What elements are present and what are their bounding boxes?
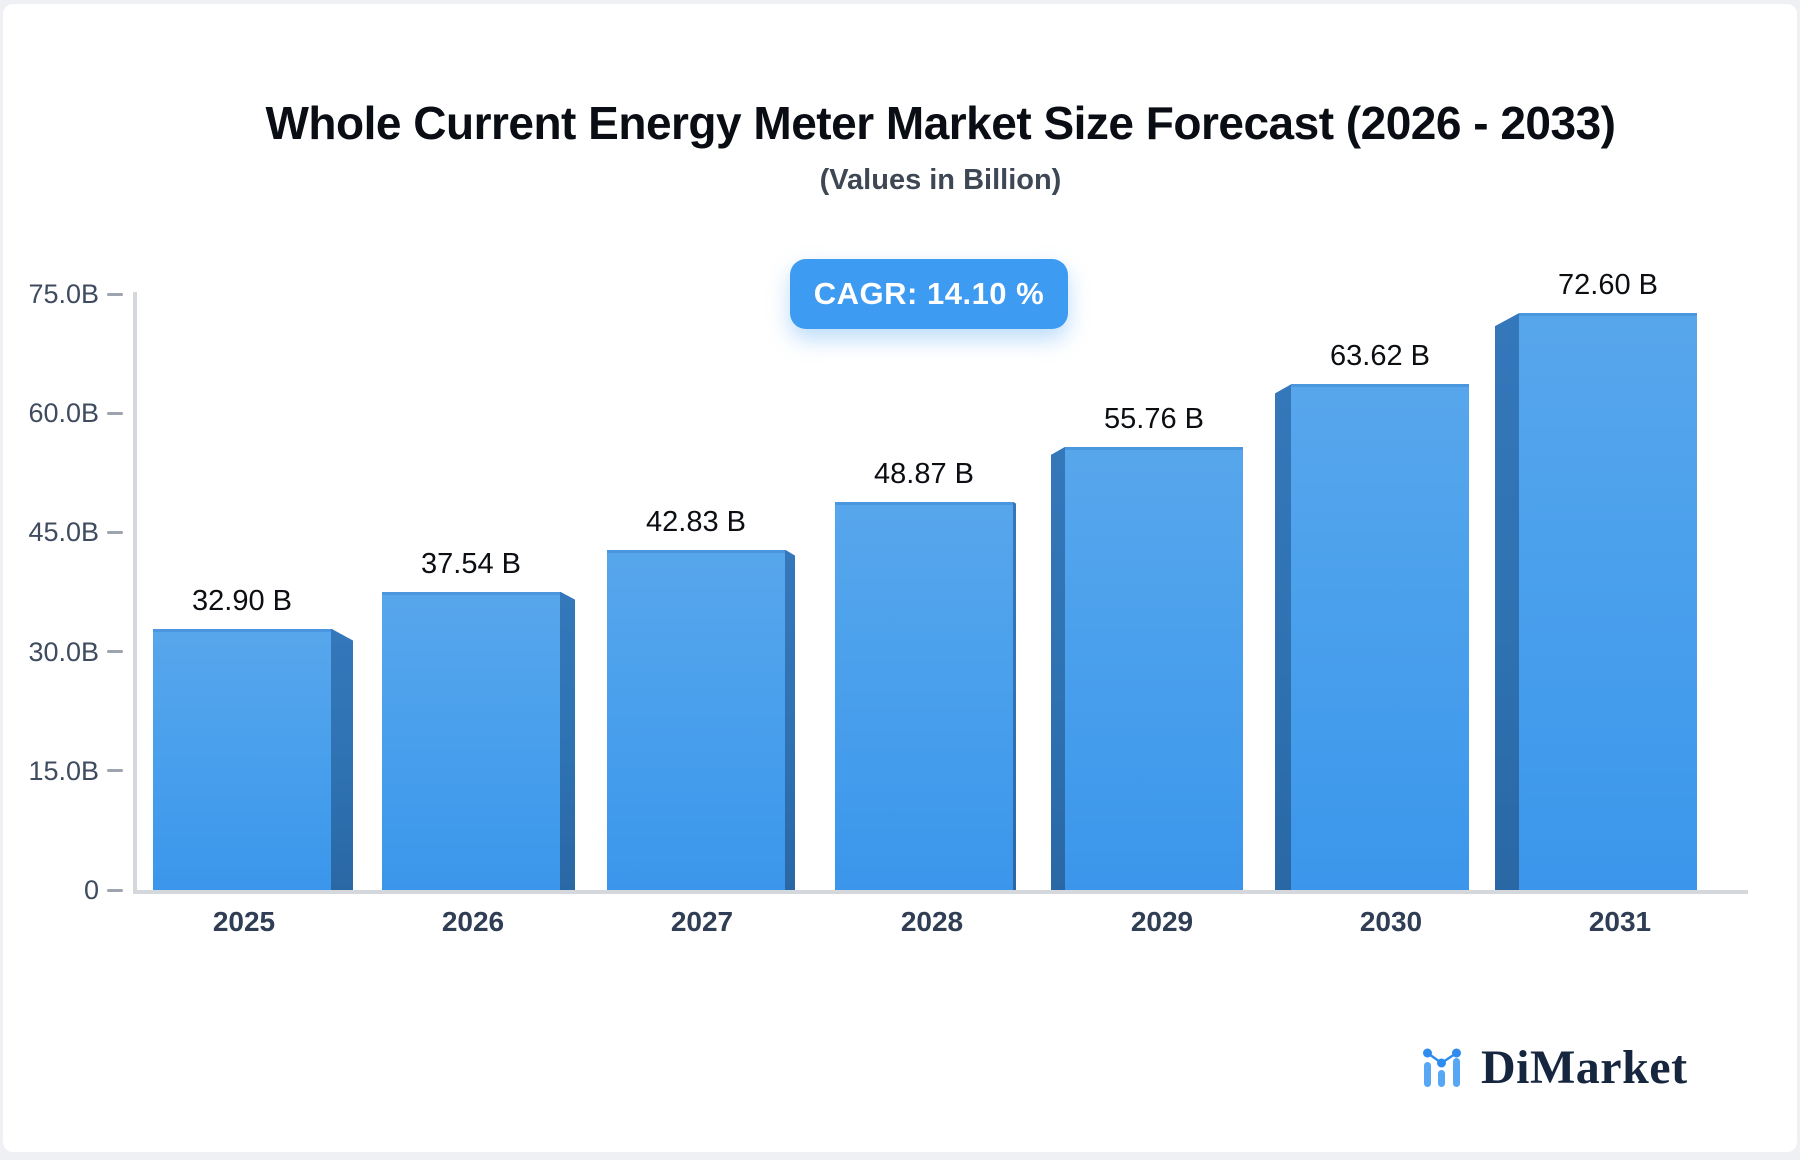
- chart-title: Whole Current Energy Meter Market Size F…: [265, 97, 1616, 149]
- y-axis-tick-mark: [107, 292, 123, 296]
- bar-2027: [607, 549, 795, 890]
- bar-side-face: [1275, 384, 1291, 890]
- chart-card: Whole Current Energy Meter Market Size F…: [3, 4, 1797, 1152]
- y-axis-tick-mark: [107, 769, 123, 773]
- x-axis-label-2030: 2030: [1359, 906, 1423, 937]
- bar-side-face: [1013, 501, 1016, 890]
- bar-face: [1291, 384, 1469, 890]
- bar-value-label: 32.90 B: [192, 584, 292, 617]
- bar-2029: [1051, 446, 1243, 890]
- bar-2025: [153, 628, 353, 890]
- bar-value-label: 48.87 B: [874, 457, 974, 490]
- cagr-badge-label: CAGR: 14.10 %: [813, 276, 1045, 311]
- x-axis-label-2026: 2026: [441, 906, 505, 937]
- bar-value-label: 72.60 B: [1558, 269, 1658, 302]
- dimarket-logo-text: DiMarket: [1481, 1041, 1688, 1094]
- bar-face: [607, 549, 785, 890]
- x-axis-label-2025: 2025: [212, 906, 276, 937]
- y-axis-tick-label: 60.0B: [28, 398, 99, 429]
- bar-value-label: 42.83 B: [646, 505, 746, 538]
- x-axis-label-2027: 2027: [670, 906, 734, 937]
- bar-side-face: [1495, 313, 1519, 890]
- bar-face: [153, 628, 331, 890]
- bar-2028: [835, 501, 1016, 890]
- y-axis-tick-label: 75.0B: [28, 279, 99, 309]
- y-axis-tick-label: 15.0B: [28, 755, 99, 786]
- bar-side-face: [1051, 446, 1065, 890]
- dimarket-logo-icon: [1423, 1048, 1461, 1087]
- x-axis-label-2031: 2031: [1588, 906, 1652, 937]
- bar-2026: [382, 591, 575, 890]
- bar-face: [382, 591, 560, 890]
- y-axis-tick-mark: [107, 888, 123, 892]
- chart-header: Whole Current Energy Meter Market Size F…: [133, 4, 1748, 196]
- x-axis-label-2028: 2028: [900, 906, 964, 937]
- bar-value-label: 55.76 B: [1104, 402, 1204, 435]
- y-axis-tick-mark: [107, 411, 123, 415]
- bar-side-face: [560, 591, 575, 890]
- y-axis-tick-mark: [107, 650, 123, 654]
- bar-value-label: 37.54 B: [421, 547, 521, 580]
- bar-side-face: [331, 628, 353, 890]
- bar-2031: [1495, 313, 1697, 890]
- y-axis-tick-mark: [107, 530, 123, 534]
- dimarket-logo: DiMarket: [1421, 1040, 1688, 1095]
- bar-face: [1065, 446, 1243, 890]
- bar-value-label: 63.62 B: [1330, 340, 1430, 373]
- cagr-badge: CAGR: 14.10 %: [790, 259, 1068, 329]
- x-axis-line: [133, 890, 1748, 894]
- y-axis-tick-label: 0: [83, 875, 99, 905]
- bar-side-face: [785, 549, 795, 890]
- chart-subtitle: (Values in Billion): [819, 164, 1062, 196]
- bar-2030: [1275, 384, 1469, 890]
- plot-area: 75.0B 60.0B 45.0B 30.0B 15.0B 0 32.90 B 37.54 …: [3, 4, 1800, 1160]
- y-axis-line: [133, 292, 137, 894]
- y-axis-tick-label: 45.0B: [28, 517, 99, 548]
- y-axis-tick-label: 30.0B: [28, 636, 99, 667]
- x-axis-label-2029: 2029: [1130, 906, 1194, 937]
- bar-face: [1519, 313, 1697, 890]
- bar-face: [835, 501, 1013, 890]
